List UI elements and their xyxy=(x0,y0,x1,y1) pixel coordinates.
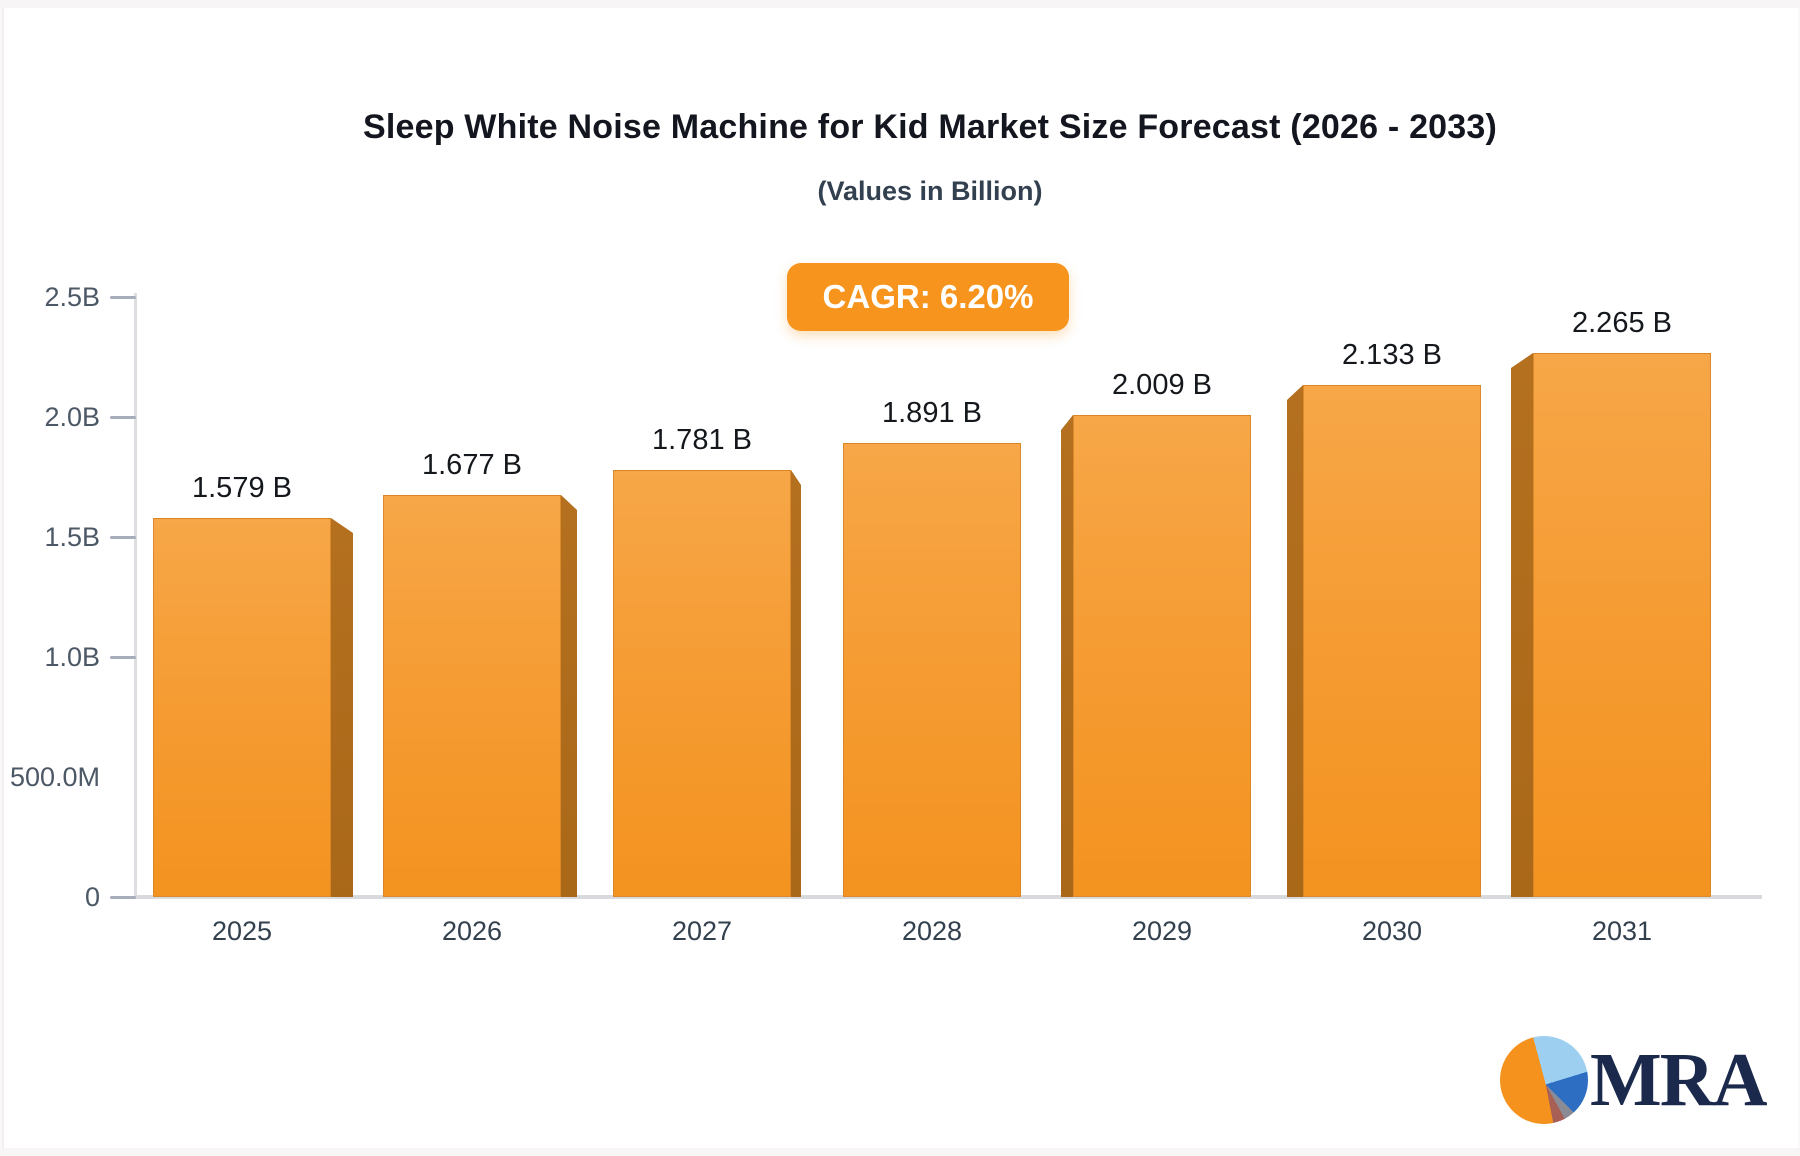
cagr-badge: CAGR: 6.20% xyxy=(787,263,1069,331)
bar-value-label: 1.677 B xyxy=(422,449,522,481)
bar-3d-side xyxy=(331,518,353,897)
bar-value-label: 2.009 B xyxy=(1112,369,1212,401)
x-axis-label: 2029 xyxy=(1131,916,1193,946)
y-tick-mark xyxy=(110,296,136,299)
chart-card: Sleep White Noise Machine for Kid Market… xyxy=(2,8,1798,1148)
x-axis-label: 2026 xyxy=(441,916,503,946)
bar-2029 xyxy=(1073,415,1251,897)
bar-value-label: 1.579 B xyxy=(192,472,292,504)
bar-2028 xyxy=(843,443,1021,897)
bar-3d-side xyxy=(1061,415,1073,897)
bar-2031 xyxy=(1533,353,1711,897)
chart-stage: Sleep White Noise Machine for Kid Market… xyxy=(2,8,1798,1148)
y-tick-label: 2.0B xyxy=(44,402,100,432)
x-axis-label: 2028 xyxy=(901,916,963,946)
bar-2027 xyxy=(613,470,791,897)
x-axis-label: 2025 xyxy=(211,916,273,946)
y-tick-label: 0 xyxy=(84,882,100,912)
y-tick-mark xyxy=(110,896,136,899)
chart-title: Sleep White Noise Machine for Kid Market… xyxy=(362,108,1498,146)
x-axis-baseline xyxy=(134,895,1762,899)
bar-2026 xyxy=(383,495,561,897)
bar-3d-side xyxy=(791,470,801,897)
x-axis-label: 2031 xyxy=(1591,916,1653,946)
x-axis-label: 2027 xyxy=(671,916,733,946)
y-tick-mark xyxy=(110,536,136,539)
y-tick-mark xyxy=(110,416,136,419)
brand-logo-text: MRA xyxy=(1590,1038,1768,1122)
bar-3d-side xyxy=(561,495,577,897)
bar-3d-side xyxy=(1511,353,1533,897)
page-edge-top xyxy=(0,0,1800,8)
bar-value-label: 1.891 B xyxy=(882,397,982,429)
page-edge-bottom xyxy=(0,1148,1800,1156)
brand-logo: MRA xyxy=(1500,1036,1768,1124)
bar-value-label: 2.265 B xyxy=(1572,307,1672,339)
x-axis-label: 2030 xyxy=(1361,916,1423,946)
bar-value-label: 2.133 B xyxy=(1342,339,1442,371)
page-edge-left xyxy=(2,8,4,1148)
y-axis-line xyxy=(134,293,137,897)
bar-2025 xyxy=(153,518,331,897)
bar-2030 xyxy=(1303,385,1481,897)
y-tick-label: 500.0M xyxy=(9,762,100,792)
y-tick-label: 1.5B xyxy=(44,522,100,552)
y-tick-mark xyxy=(110,656,136,659)
chart-subtitle: (Values in Billion) xyxy=(817,176,1043,206)
bar-value-label: 1.781 B xyxy=(652,424,752,456)
pie-chart-logo-icon xyxy=(1500,1036,1588,1124)
y-tick-label: 2.5B xyxy=(44,282,100,312)
bar-3d-side xyxy=(1287,385,1303,897)
y-tick-label: 1.0B xyxy=(44,642,100,672)
